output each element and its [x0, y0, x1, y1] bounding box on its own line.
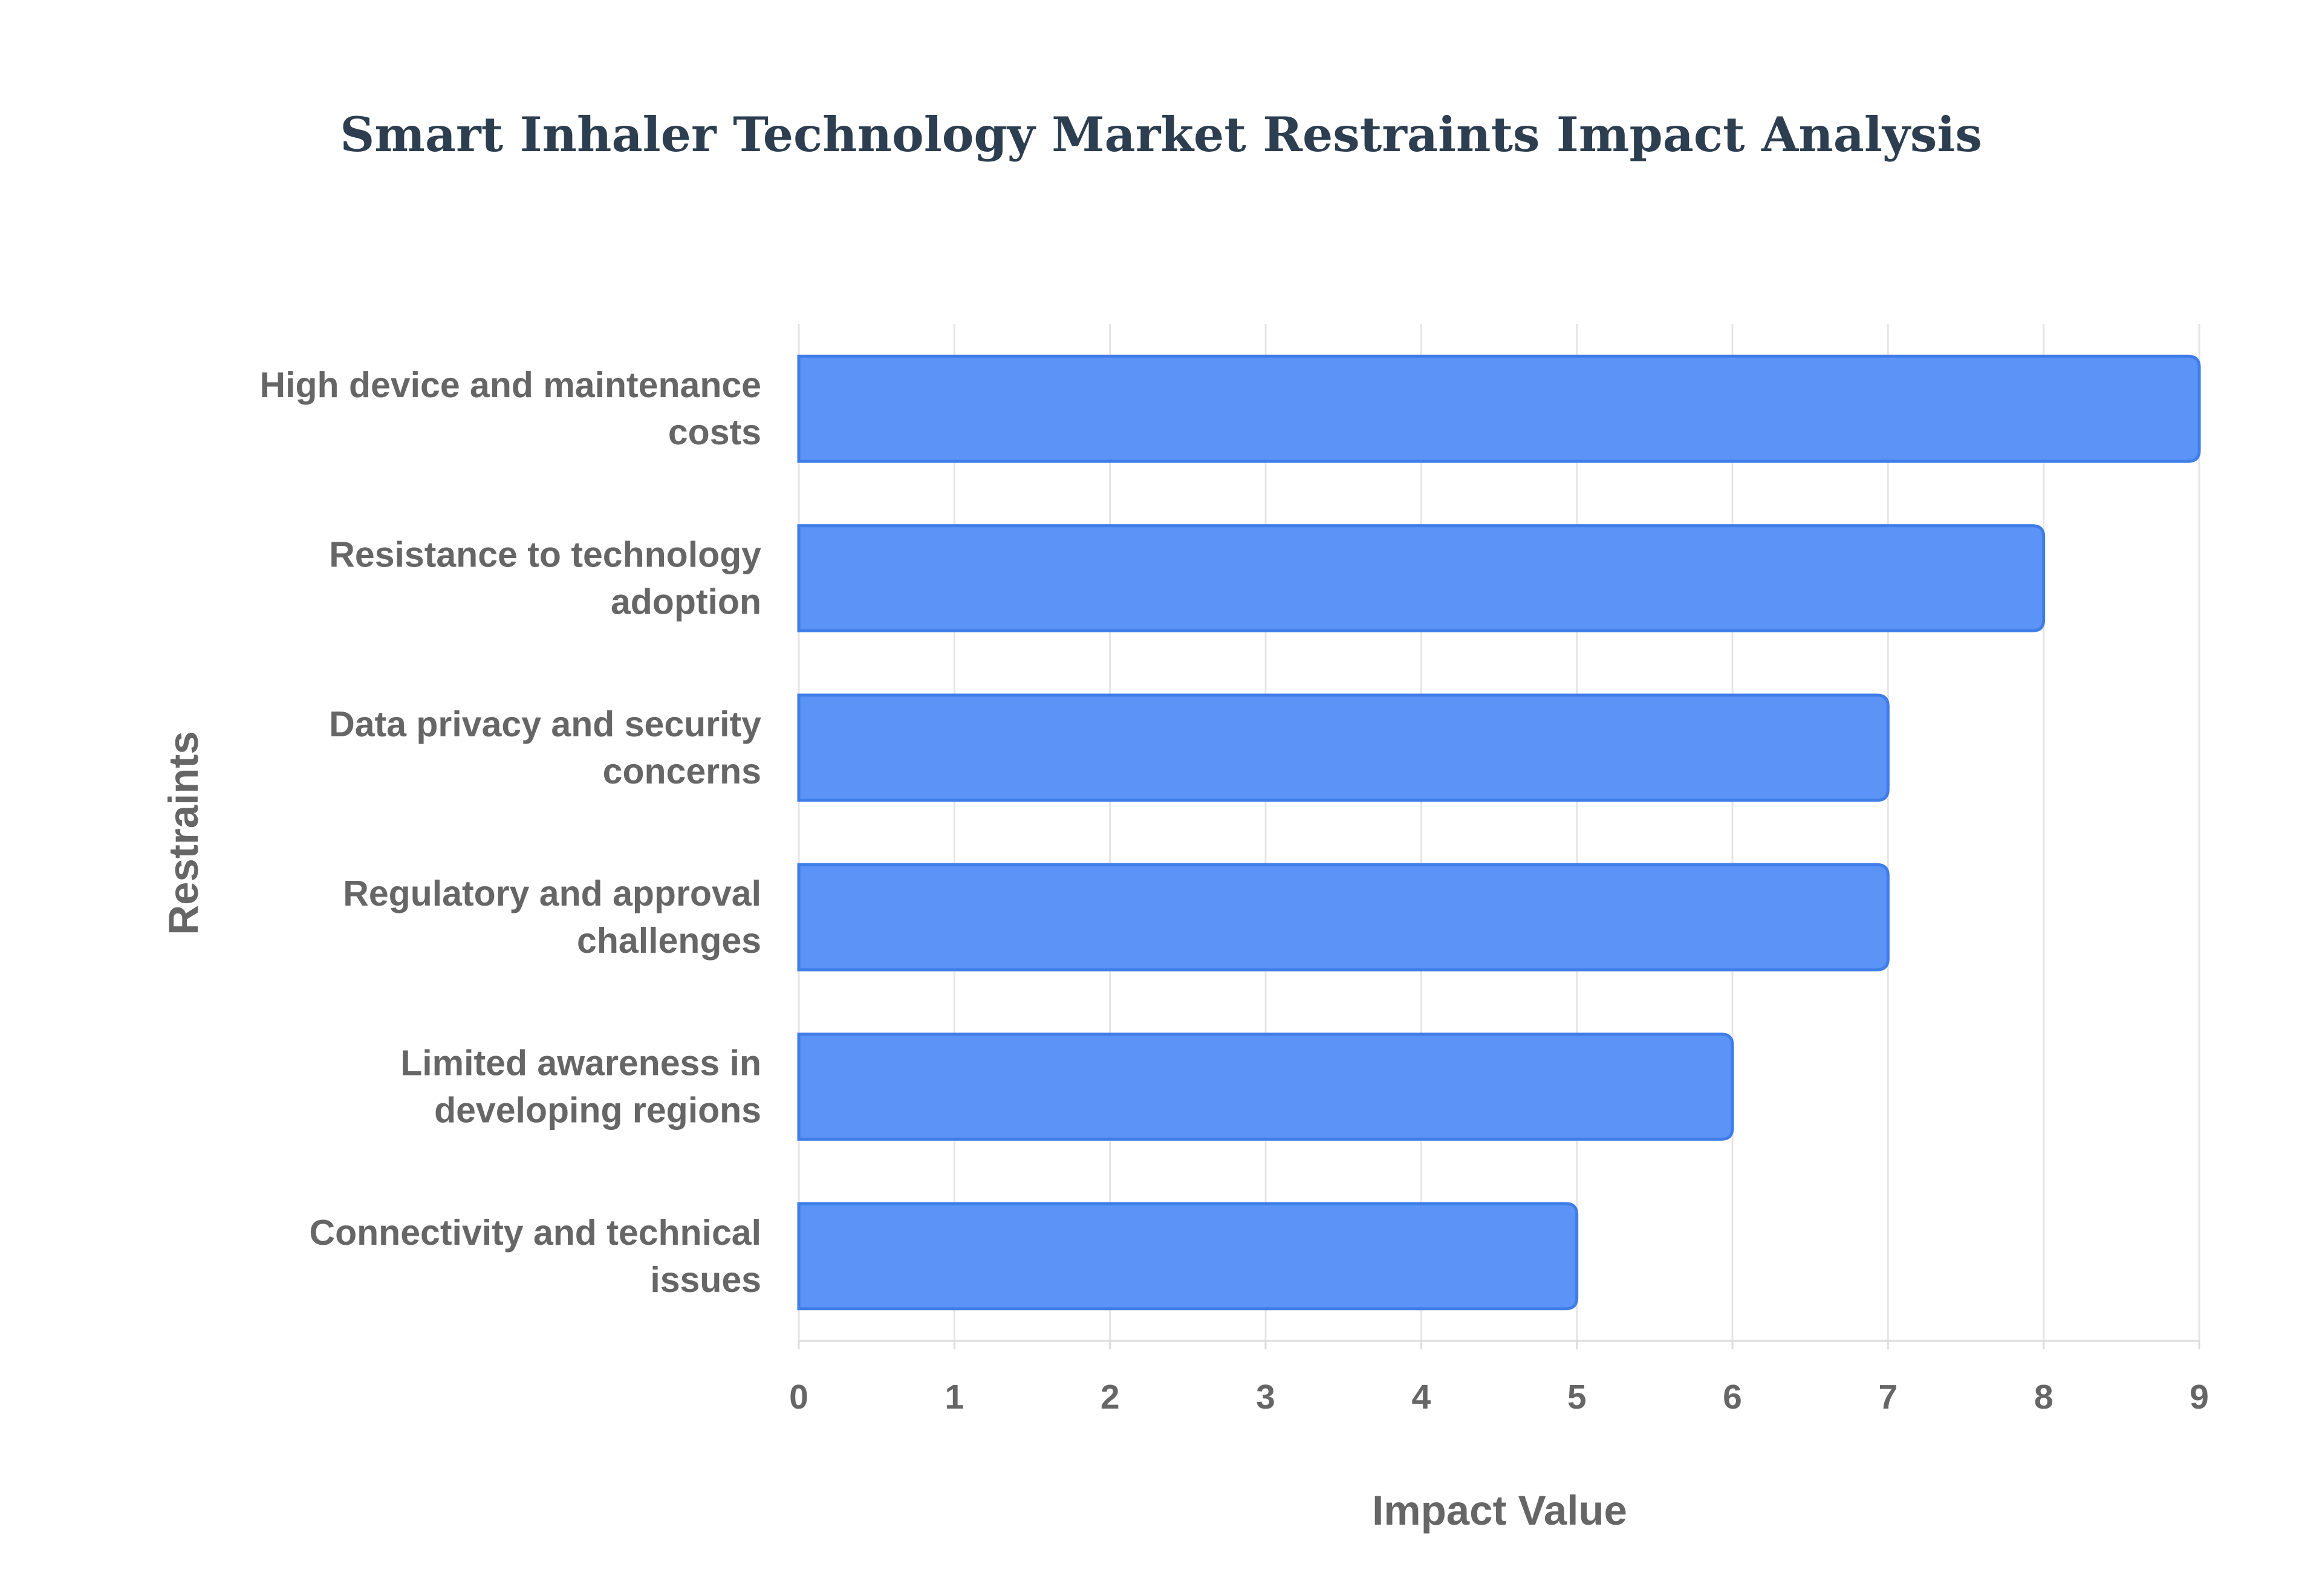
bar[interactable] — [797, 354, 2201, 463]
category-label: Regulatory and approval challenges — [343, 874, 761, 961]
x-tick-label: 0 — [789, 1378, 808, 1416]
bar[interactable] — [797, 524, 2046, 632]
chart-title: Smart Inhaler Technology Market Restrain… — [340, 106, 1982, 163]
y-axis-title: Restraints — [160, 731, 207, 935]
category-label: Connectivity and technical issues — [310, 1213, 762, 1300]
x-tick-label: 4 — [1411, 1378, 1431, 1416]
bar[interactable] — [797, 693, 1890, 802]
bar[interactable] — [797, 863, 1890, 972]
x-tick-label: 9 — [2190, 1378, 2209, 1416]
x-tick-label: 8 — [2034, 1378, 2054, 1416]
x-tick-label: 7 — [1878, 1378, 1898, 1416]
grid — [798, 324, 2200, 1349]
x-tick-label: 2 — [1101, 1378, 1120, 1416]
category-label: Data privacy and security concerns — [329, 704, 761, 791]
x-tick-label: 5 — [1567, 1378, 1587, 1416]
category-label: Limited awareness in developing regions — [400, 1043, 761, 1130]
category-label: High device and maintenance costs — [259, 365, 761, 452]
x-tick-labels: 0 1 2 3 4 5 6 7 8 9 — [789, 1378, 2209, 1416]
bar[interactable] — [797, 1202, 1579, 1311]
x-tick-label: 6 — [1723, 1378, 1742, 1416]
x-tick-label: 1 — [945, 1378, 964, 1416]
x-tick-label: 3 — [1256, 1378, 1275, 1416]
bars — [797, 354, 2201, 1311]
category-labels: High device and maintenance costs Resistan… — [259, 365, 761, 1300]
bar[interactable] — [797, 1033, 1734, 1141]
category-label: Resistance to technology adoption — [329, 535, 761, 622]
x-axis-title: Impact Value — [1372, 1487, 1627, 1534]
